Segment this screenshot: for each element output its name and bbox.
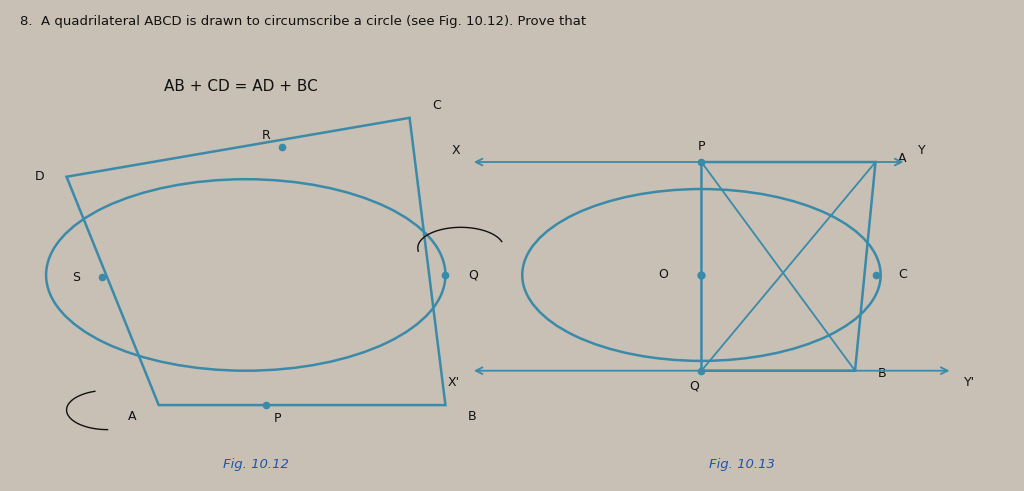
Text: B: B	[468, 410, 476, 423]
Text: C: C	[898, 269, 907, 281]
Text: A: A	[128, 410, 136, 423]
Text: Y: Y	[918, 144, 925, 157]
Text: Fig. 10.12: Fig. 10.12	[223, 459, 289, 471]
Text: D: D	[35, 170, 44, 183]
Text: C: C	[432, 100, 441, 112]
Text: AB + CD = AD + BC: AB + CD = AD + BC	[164, 79, 317, 94]
Text: Fig. 10.13: Fig. 10.13	[710, 459, 775, 471]
Text: B: B	[878, 367, 886, 381]
Text: P: P	[697, 140, 706, 153]
Text: Y': Y'	[964, 376, 975, 389]
Text: P: P	[273, 411, 282, 425]
Text: R: R	[261, 129, 270, 142]
Text: X: X	[452, 144, 460, 157]
Text: 8.  A quadrilateral ABCD is drawn to circumscribe a circle (see Fig. 10.12). Pro: 8. A quadrilateral ABCD is drawn to circ…	[20, 15, 587, 27]
Text: A: A	[898, 152, 906, 165]
Text: O: O	[657, 269, 668, 281]
Text: Q: Q	[468, 269, 478, 281]
Text: Q: Q	[690, 380, 699, 392]
Text: X': X'	[447, 376, 460, 389]
Text: S: S	[72, 271, 80, 284]
